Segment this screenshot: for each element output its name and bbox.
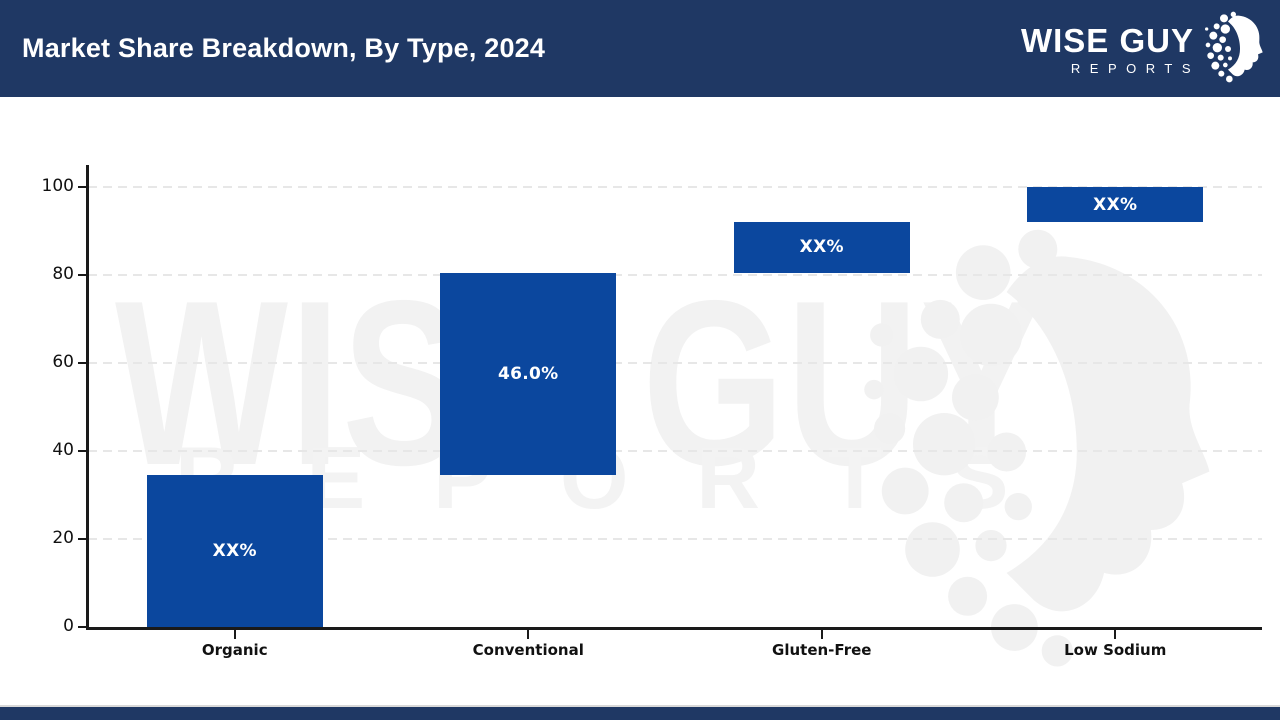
y-tick-label-60: 60 — [52, 352, 74, 372]
gridline-60 — [88, 362, 1262, 364]
bar-gluten-free: XX% — [733, 222, 910, 273]
category-label-3: Low Sodium — [1064, 641, 1167, 659]
gridline-40 — [88, 450, 1262, 452]
x-tick-1 — [527, 630, 530, 639]
logo-wiseguy-label: WISE GUY — [1020, 21, 1194, 59]
wise-guy-logo: WISE GUY REPORTS — [1018, 8, 1268, 90]
bar-conventional: 46.0% — [440, 272, 617, 476]
bar-low-sodium: XX% — [1027, 187, 1204, 223]
page-title: Market Share Breakdown, By Type, 2024 — [22, 33, 546, 63]
y-tick-label-0: 0 — [63, 616, 74, 636]
x-tick-3 — [1114, 630, 1117, 639]
logo-head-icon — [1205, 11, 1263, 83]
y-tick-label-80: 80 — [52, 264, 74, 284]
bar-value-label: XX% — [212, 541, 257, 562]
watermark-head-icon — [864, 229, 1210, 667]
y-tick-80 — [78, 274, 88, 276]
bar-value-label: XX% — [799, 237, 844, 258]
category-label-0: Organic — [201, 641, 268, 659]
bar-organic: XX% — [146, 475, 323, 627]
x-tick-0 — [233, 630, 236, 639]
x-tick-2 — [820, 630, 823, 639]
y-tick-0 — [78, 626, 88, 628]
y-tick-label-40: 40 — [52, 440, 74, 460]
y-tick-label-20: 20 — [52, 528, 74, 548]
y-axis-line — [86, 165, 89, 630]
category-label-1: Conventional — [472, 641, 584, 659]
gridline-20 — [88, 538, 1262, 540]
footer-bar — [0, 705, 1280, 720]
header-bar: Market Share Breakdown, By Type, 2024 WI… — [0, 0, 1280, 97]
bar-value-label: 46.0% — [498, 363, 559, 384]
x-axis-line — [86, 627, 1262, 630]
y-tick-20 — [78, 538, 88, 540]
y-tick-60 — [78, 362, 88, 364]
y-tick-label-100: 100 — [41, 176, 74, 196]
y-tick-40 — [78, 450, 88, 452]
logo-reports-label: REPORTS — [1070, 60, 1200, 76]
bar-value-label: XX% — [1093, 194, 1138, 215]
gridline-100 — [88, 186, 1262, 188]
category-label-2: Gluten-Free — [772, 641, 872, 659]
gridline-80 — [88, 274, 1262, 276]
y-tick-100 — [78, 186, 88, 188]
logo-text: WISE GUY REPORTS — [1018, 24, 1194, 75]
